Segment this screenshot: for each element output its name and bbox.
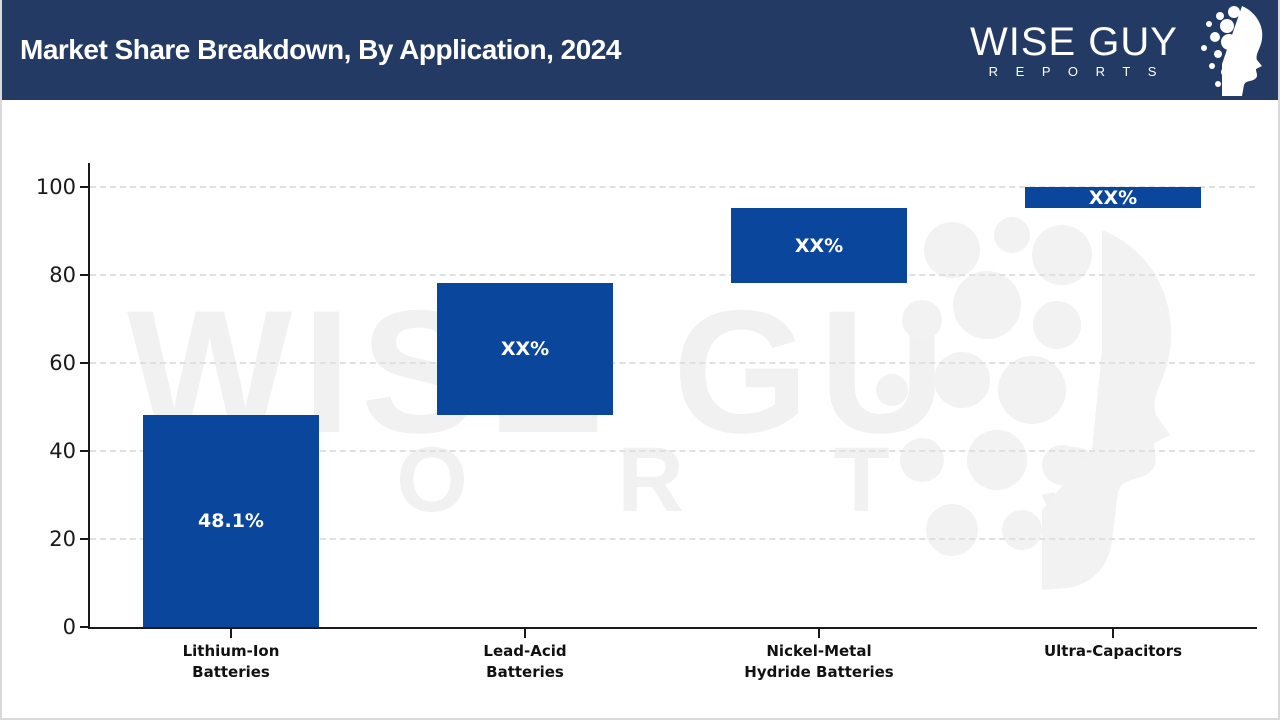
x-category-label: Lithium-Ion Batteries: [182, 642, 280, 681]
bar-1: 48.1%: [143, 415, 319, 627]
y-tick-label: 80: [49, 263, 76, 287]
gridline-40: [90, 450, 1255, 452]
gridline-20: [90, 538, 1255, 540]
chart-title: Market Share Breakdown, By Application, …: [20, 34, 621, 65]
logo-subtitle: R E P O R T S: [988, 63, 1164, 79]
y-tick-mark: [80, 362, 89, 364]
wise-guy-logo: WISE GUY R E P O R T S: [970, 4, 1268, 96]
logo-wordmark: WISE GUY: [969, 19, 1178, 64]
bar-value-label: XX%: [1088, 186, 1138, 209]
y-tick-label: 40: [49, 439, 76, 463]
bar-2: XX%: [437, 282, 613, 416]
gridline-60: [90, 362, 1255, 364]
y-tick-mark: [80, 274, 89, 276]
y-tick-mark: [80, 626, 89, 628]
bar-value-label: XX%: [794, 234, 844, 257]
gridline-100: [90, 186, 1255, 188]
watermark-face-icon: [876, 217, 1172, 590]
x-category-label: Ultra-Capacitors: [1043, 642, 1183, 660]
x-category-label: Lead-Acid Batteries: [483, 642, 567, 681]
x-tick-mark: [524, 629, 526, 638]
logo-text: WISE GUY R E P O R T S: [970, 22, 1178, 79]
bar-4: XX%: [1025, 186, 1201, 209]
y-tick-mark: [80, 538, 89, 540]
x-tick-mark: [230, 629, 232, 638]
y-tick-mark: [80, 186, 89, 188]
y-tick-label: 0: [62, 615, 76, 639]
logo-face-icon: [1201, 6, 1263, 96]
bar-value-label: 48.1%: [198, 510, 264, 533]
y-tick-label: 100: [35, 175, 76, 199]
x-category-label: Nickel-Metal Hydride Batteries: [744, 642, 894, 681]
gridline-80: [90, 274, 1255, 276]
y-tick-label: 60: [49, 351, 76, 375]
x-tick-mark: [1112, 629, 1114, 638]
header-bar: Market Share Breakdown, By Application, …: [2, 0, 1278, 100]
y-axis-line: [88, 163, 90, 629]
x-tick-mark: [818, 629, 820, 638]
x-axis-line: [88, 627, 1257, 629]
bar-value-label: XX%: [500, 338, 550, 361]
bar-3: XX%: [731, 208, 907, 283]
y-tick-mark: [80, 450, 89, 452]
y-tick-label: 20: [49, 527, 76, 551]
